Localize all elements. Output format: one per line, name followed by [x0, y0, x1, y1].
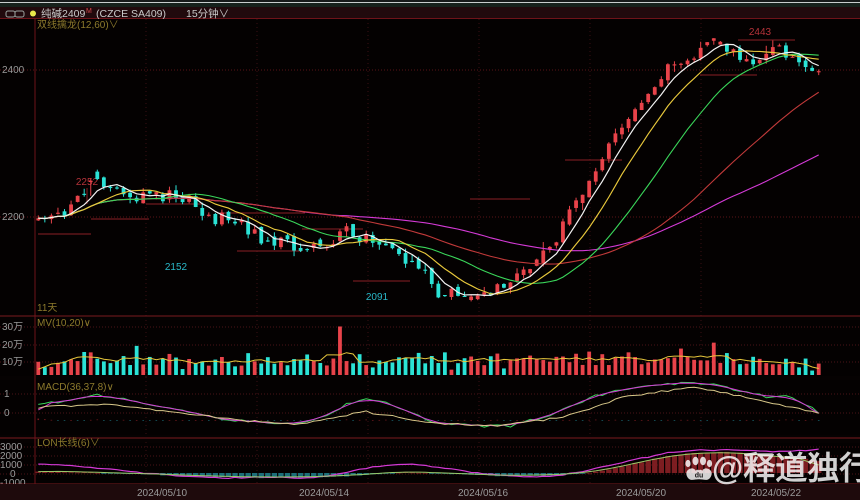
svg-text:2152: 2152	[165, 262, 188, 273]
svg-text:2091: 2091	[366, 292, 389, 303]
svg-text:LON长线(6)∨: LON长线(6)∨	[37, 436, 100, 449]
svg-text:20万: 20万	[2, 340, 23, 351]
svg-text:纯碱2409: 纯碱2409	[41, 7, 86, 20]
svg-text:@释道独行: @释道独行	[712, 450, 860, 486]
svg-text:M: M	[86, 8, 92, 15]
svg-text:2024/05/10: 2024/05/10	[137, 488, 187, 499]
svg-text:2443: 2443	[749, 27, 772, 38]
svg-text:2400: 2400	[2, 65, 25, 76]
svg-text:MV(10,20)∨: MV(10,20)∨	[37, 318, 91, 329]
svg-text:MACD(36,37,8)∨: MACD(36,37,8)∨	[37, 382, 114, 393]
svg-text:2024/05/16: 2024/05/16	[458, 488, 508, 499]
svg-text:双线擒龙(12,60)∨: 双线擒龙(12,60)∨	[37, 18, 119, 31]
svg-text:2252: 2252	[76, 177, 99, 188]
svg-text:2200: 2200	[2, 212, 25, 223]
svg-text:2024/05/22: 2024/05/22	[751, 488, 801, 499]
svg-text:11天: 11天	[37, 303, 57, 314]
svg-text:2024/05/14: 2024/05/14	[299, 488, 349, 499]
svg-text:15分钟∨: 15分钟∨	[186, 7, 229, 20]
svg-text:2024/05/20: 2024/05/20	[616, 488, 666, 499]
svg-text:1: 1	[4, 389, 10, 400]
svg-text:0: 0	[4, 408, 10, 419]
svg-text:10万: 10万	[2, 357, 23, 368]
svg-text:(CZCE SA409): (CZCE SA409)	[96, 8, 166, 20]
svg-text:du: du	[695, 473, 704, 480]
svg-text:30万: 30万	[2, 322, 23, 333]
